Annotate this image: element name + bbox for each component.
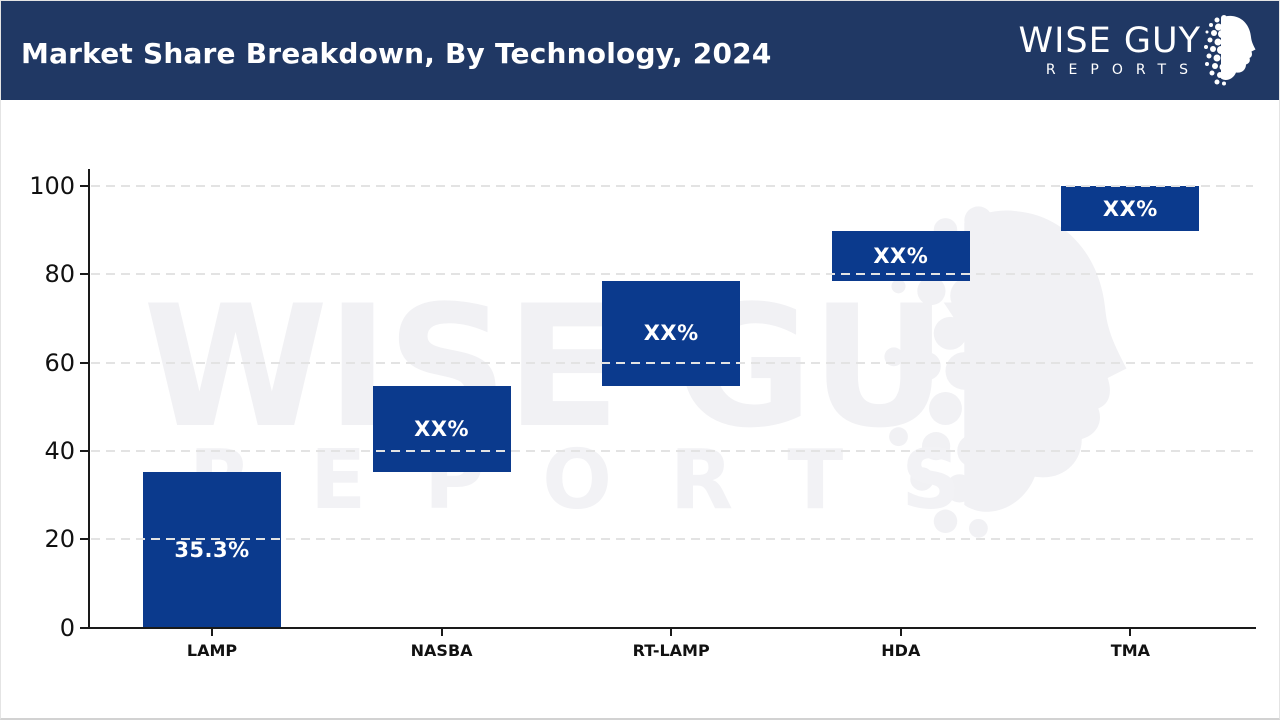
y-tick-mark [80, 626, 88, 629]
bar: 35.3% [143, 471, 281, 628]
y-tick-label: 20 [44, 525, 75, 554]
bar-value-label: XX% [414, 416, 470, 441]
y-tick-label: 0 [59, 613, 75, 642]
header-bar: Market Share Breakdown, By Technology, 2… [1, 1, 1279, 100]
x-axis [88, 626, 1256, 629]
watermark-face-icon [884, 206, 1127, 538]
gridline [91, 449, 1253, 452]
gridline [91, 538, 1253, 541]
x-tick-label: LAMP [186, 641, 238, 660]
x-tick-mark [440, 628, 443, 636]
y-tick-mark [80, 273, 88, 276]
gridline [91, 361, 1253, 364]
x-tick-label: RT-LAMP [632, 641, 710, 660]
wiseguy-logo: WISE GUY REPORTS [1009, 5, 1269, 97]
y-tick-label: 80 [44, 260, 75, 289]
bar-value-label: XX% [1102, 196, 1158, 221]
x-tick-mark [211, 628, 213, 636]
y-tick-mark [80, 538, 88, 541]
y-tick-mark [80, 449, 88, 452]
bar-value-label: XX% [873, 243, 929, 268]
y-tick-label: 60 [44, 348, 75, 377]
wiseguy-logo-text: WISE GUY REPORTS [1018, 23, 1201, 78]
x-tick-mark [1129, 628, 1132, 636]
x-tick-label: NASBA [410, 641, 473, 660]
bar: XX% [1061, 186, 1200, 232]
gridline [91, 273, 1253, 276]
watermark-text-line2: REPORTS [189, 433, 1019, 528]
bar-value-label: XX% [643, 321, 699, 346]
x-tick-label: HDA [881, 641, 921, 660]
gridline [91, 185, 1253, 187]
wiseguy-logo-name: WISE GUY [1018, 21, 1201, 61]
x-tick-mark [670, 628, 673, 636]
y-tick-label: 40 [44, 436, 75, 465]
wiseguy-logo-sub: REPORTS [1045, 61, 1201, 78]
chart-title: Market Share Breakdown, By Technology, 2… [21, 37, 772, 70]
y-tick-mark [80, 361, 88, 364]
x-tick-label: TMA [1110, 641, 1150, 660]
bar: XX% [831, 231, 970, 281]
bar-value-label: 35.3% [174, 537, 250, 562]
bar: XX% [602, 280, 741, 386]
y-tick-label: 100 [29, 172, 75, 200]
y-axis [88, 169, 90, 629]
bar: XX% [372, 385, 511, 472]
wiseguy-face-icon [1204, 15, 1256, 86]
x-tick-mark [899, 628, 902, 636]
y-tick-mark [80, 185, 88, 187]
